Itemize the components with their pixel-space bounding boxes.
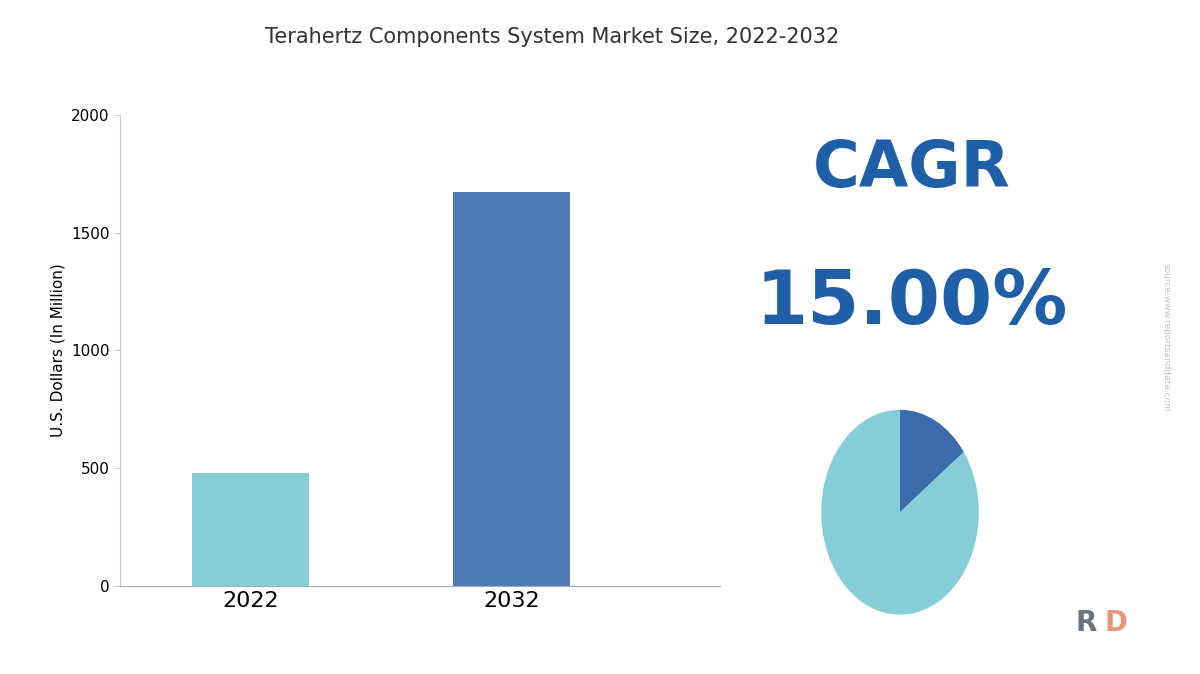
Text: source:www.reportsanddata.com: source:www.reportsanddata.com [1162,263,1171,411]
Bar [452,193,570,586]
Text: Terahertz Components System Market Size, 2022-2032: Terahertz Components System Market Size,… [265,27,839,47]
Y-axis label: U.S. Dollars (In Million): U.S. Dollars (In Million) [50,264,66,437]
Bar [192,473,310,586]
Wedge shape [900,410,964,512]
Text: R: R [1075,609,1097,638]
Text: 15.00%: 15.00% [756,267,1068,340]
Text: CAGR: CAGR [814,137,1010,200]
Wedge shape [821,410,979,615]
Text: D: D [1104,609,1128,638]
